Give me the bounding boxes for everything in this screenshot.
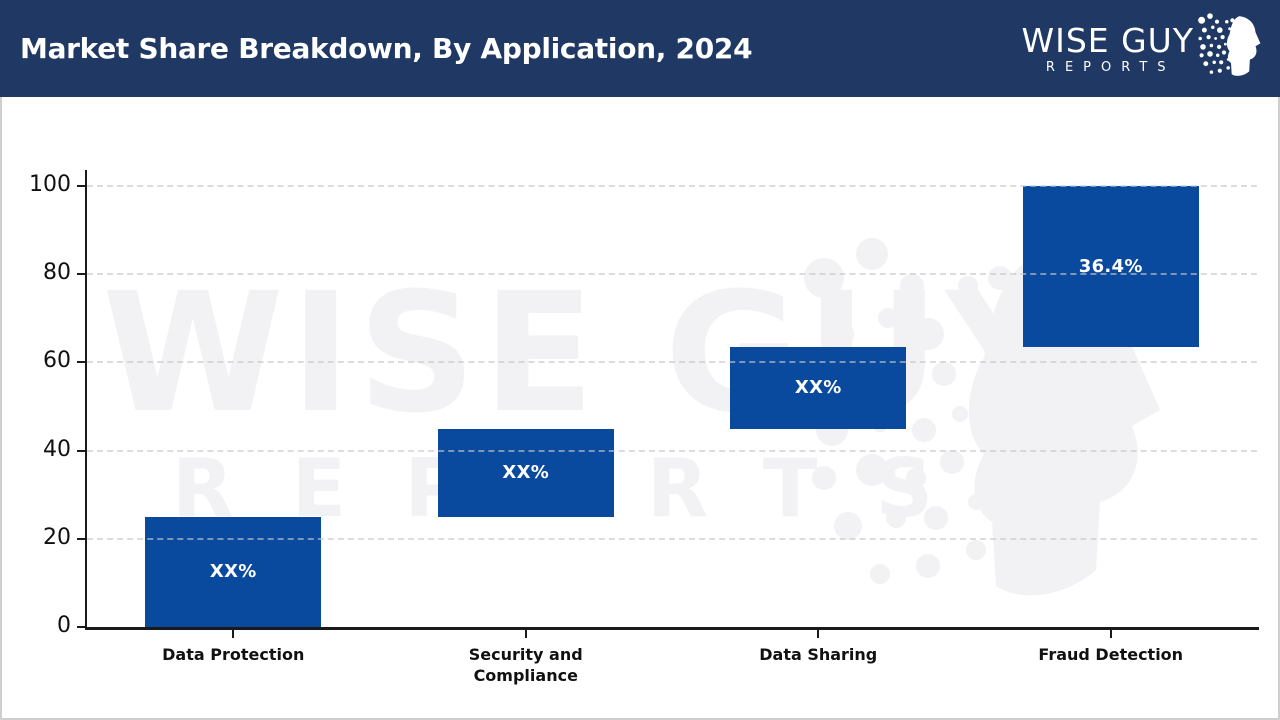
x-axis-line bbox=[85, 627, 1259, 630]
x-category-label: Data Protection bbox=[162, 645, 305, 664]
y-tick-label: 100 bbox=[29, 172, 71, 197]
page-title: Market Share Breakdown, By Application, … bbox=[20, 32, 753, 65]
chart-area: WISE GUY REPORTS XX%Data ProtectionXX%Se… bbox=[0, 97, 1280, 720]
x-tick-mark bbox=[1109, 630, 1112, 638]
chart-bar-4: 36.4% bbox=[1022, 186, 1199, 347]
y-tick-label: 80 bbox=[43, 260, 71, 286]
gridline-20 bbox=[87, 537, 1257, 540]
y-tick-mark bbox=[77, 361, 87, 364]
y-tick-mark bbox=[77, 537, 87, 540]
report-header: Market Share Breakdown, By Application, … bbox=[0, 0, 1280, 97]
bar-value-label: XX% bbox=[209, 561, 257, 583]
chart-bar-1: XX% bbox=[145, 516, 322, 627]
x-category-label: Data Sharing bbox=[759, 645, 878, 664]
y-tick-mark bbox=[77, 185, 87, 187]
x-tick-mark bbox=[524, 630, 527, 638]
x-category-label: Fraud Detection bbox=[1038, 645, 1184, 664]
gridline-60 bbox=[87, 361, 1257, 364]
y-tick-mark bbox=[77, 273, 87, 276]
y-tick-mark bbox=[77, 449, 87, 452]
gridline-100 bbox=[87, 185, 1257, 187]
y-tick-mark bbox=[77, 626, 87, 628]
x-category-label: Security and Compliance bbox=[468, 645, 583, 685]
gridline-80 bbox=[87, 273, 1257, 276]
y-axis-line bbox=[85, 170, 87, 630]
x-tick-mark bbox=[232, 630, 235, 638]
chart-bar-3: XX% bbox=[730, 346, 907, 429]
gridline-40 bbox=[87, 449, 1257, 452]
plot: XX% Data Protection XX% Security and Compli… bbox=[2, 97, 1278, 718]
x-tick-mark bbox=[817, 630, 820, 638]
logo-text: WISE GUY REPORTS bbox=[1021, 20, 1194, 75]
logo-brand-name: WISE GUY bbox=[1021, 20, 1194, 60]
wise-guy-reports-logo: WISE GUY REPORTS bbox=[1021, 6, 1266, 92]
logo-head-icon bbox=[1198, 12, 1261, 76]
bar-value-label: XX% bbox=[794, 377, 842, 399]
chart-bar-2: XX% bbox=[437, 428, 614, 517]
y-tick-label: 40 bbox=[43, 436, 71, 462]
y-tick-label: 20 bbox=[43, 524, 71, 550]
bar-value-label: 36.4% bbox=[1078, 255, 1143, 277]
bar-value-label: XX% bbox=[502, 462, 550, 484]
y-tick-label: 0 bbox=[57, 613, 71, 638]
logo-brand-subtitle: REPORTS bbox=[1045, 59, 1176, 75]
y-tick-label: 60 bbox=[43, 348, 71, 374]
